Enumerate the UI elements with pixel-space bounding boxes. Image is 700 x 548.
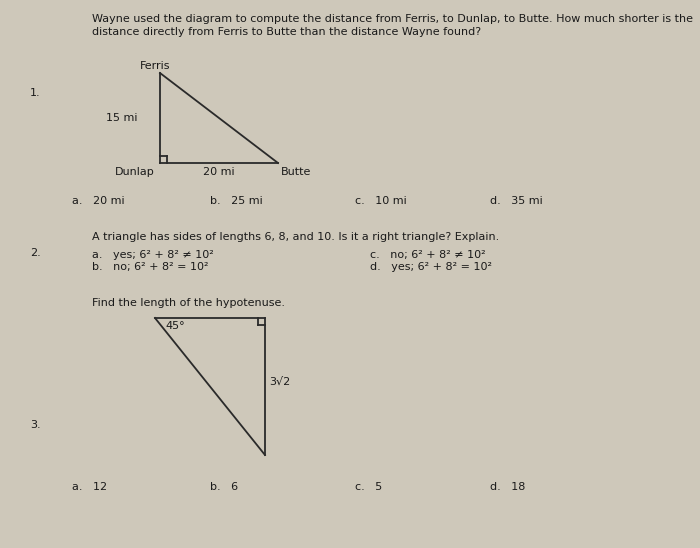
Text: d.   yes; 6² + 8² = 10²: d. yes; 6² + 8² = 10² <box>370 262 492 272</box>
Text: b.   25 mi: b. 25 mi <box>210 196 262 206</box>
Text: c.   10 mi: c. 10 mi <box>355 196 407 206</box>
Text: Wayne used the diagram to compute the distance from Ferris, to Dunlap, to Butte.: Wayne used the diagram to compute the di… <box>92 14 693 37</box>
Text: Butte: Butte <box>281 167 312 177</box>
Text: 15 mi: 15 mi <box>106 113 138 123</box>
Text: Ferris: Ferris <box>140 61 170 71</box>
Text: b.   no; 6² + 8² = 10²: b. no; 6² + 8² = 10² <box>92 262 209 272</box>
Text: b.   6: b. 6 <box>210 482 238 492</box>
Text: Dunlap: Dunlap <box>116 167 155 177</box>
Text: A triangle has sides of lengths 6, 8, and 10. Is it a right triangle? Explain.: A triangle has sides of lengths 6, 8, an… <box>92 232 499 242</box>
Text: c.   5: c. 5 <box>355 482 382 492</box>
Text: a.   yes; 6² + 8² ≠ 10²: a. yes; 6² + 8² ≠ 10² <box>92 250 214 260</box>
Text: Find the length of the hypotenuse.: Find the length of the hypotenuse. <box>92 298 285 308</box>
Text: a.   20 mi: a. 20 mi <box>72 196 125 206</box>
Text: 3.: 3. <box>30 420 41 430</box>
Text: 20 mi: 20 mi <box>203 167 235 177</box>
Text: 1.: 1. <box>30 88 41 98</box>
Text: d.   18: d. 18 <box>490 482 526 492</box>
Text: a.   12: a. 12 <box>72 482 107 492</box>
Text: 3√2: 3√2 <box>269 377 290 387</box>
Text: 2.: 2. <box>30 248 41 258</box>
Text: c.   no; 6² + 8² ≠ 10²: c. no; 6² + 8² ≠ 10² <box>370 250 486 260</box>
Text: d.   35 mi: d. 35 mi <box>490 196 542 206</box>
Text: 45°: 45° <box>165 321 185 331</box>
